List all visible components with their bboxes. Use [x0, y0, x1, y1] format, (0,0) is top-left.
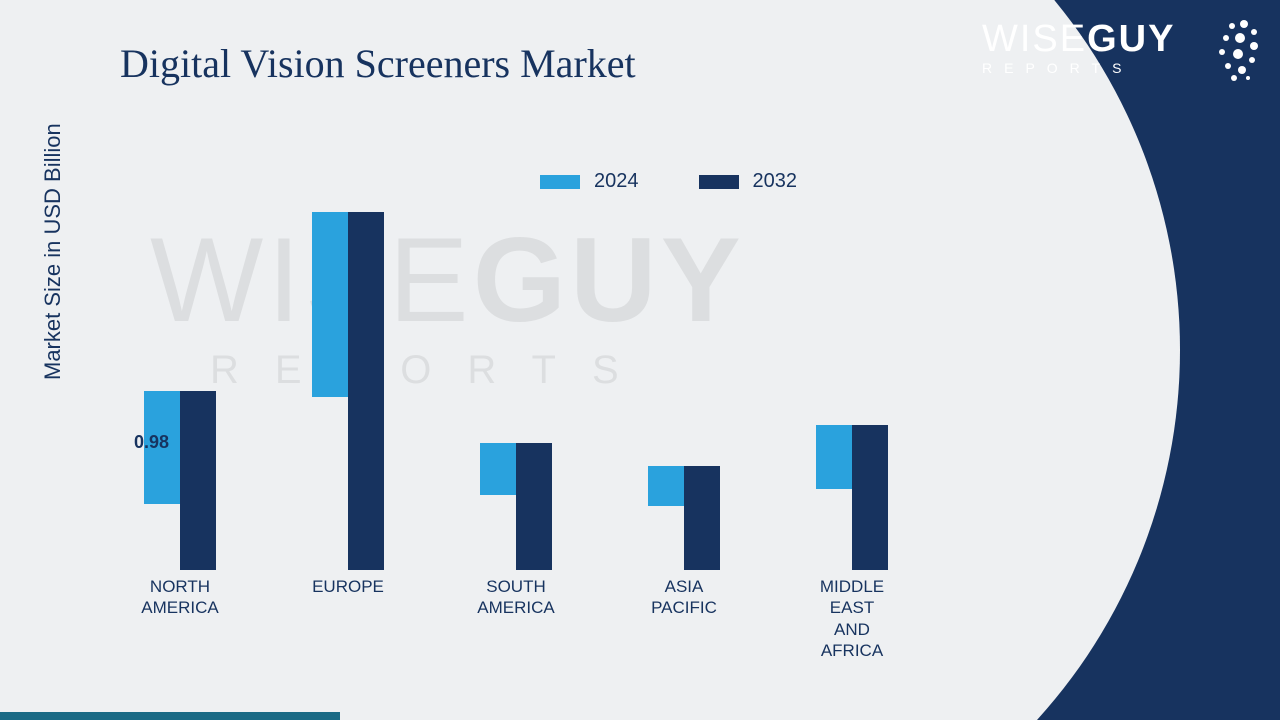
- legend: 2024 2032: [540, 170, 797, 193]
- bar: [180, 391, 216, 570]
- bar: [816, 425, 852, 489]
- x-axis-category-label: MIDDLEEASTANDAFRICA: [792, 576, 912, 661]
- bar: [684, 466, 720, 570]
- bar: [312, 212, 348, 397]
- y-axis-label: Market Size in USD Billion: [40, 123, 66, 380]
- legend-swatch: [540, 175, 580, 189]
- bar-group: [466, 443, 566, 570]
- x-axis-category-label: EUROPE: [288, 576, 408, 597]
- legend-label: 2024: [594, 170, 639, 193]
- x-axis-category-label: ASIAPACIFIC: [624, 576, 744, 619]
- head-dots-icon: [1192, 16, 1262, 86]
- bar: [648, 466, 684, 506]
- legend-label: 2032: [753, 170, 798, 193]
- bar-value-label: 0.98: [134, 432, 169, 453]
- brand-logo: WISEGUY REPORTS: [982, 20, 1262, 76]
- logo-wise: WISE: [982, 18, 1087, 60]
- legend-item: 2024: [540, 170, 639, 193]
- bar: [516, 443, 552, 570]
- chart-area: 0.98: [130, 200, 950, 570]
- legend-item: 2032: [699, 170, 798, 193]
- bar-group: 0.98: [130, 391, 230, 570]
- bottom-underline: [0, 712, 340, 720]
- chart-title: Digital Vision Screeners Market: [120, 40, 636, 87]
- bar-group: [298, 212, 398, 570]
- bar: [348, 212, 384, 570]
- x-axis-category-label: NORTHAMERICA: [120, 576, 240, 619]
- bar: [480, 443, 516, 495]
- x-axis-category-label: SOUTHAMERICA: [456, 576, 576, 619]
- bar-group: [802, 425, 902, 570]
- bar: [852, 425, 888, 570]
- bar-group: [634, 466, 734, 570]
- plot-area: 0.98: [130, 200, 950, 570]
- logo-guy: GUY: [1087, 18, 1175, 60]
- page: WISEGUY REPORTS Digital Vision Screeners…: [0, 0, 1280, 720]
- legend-swatch: [699, 175, 739, 189]
